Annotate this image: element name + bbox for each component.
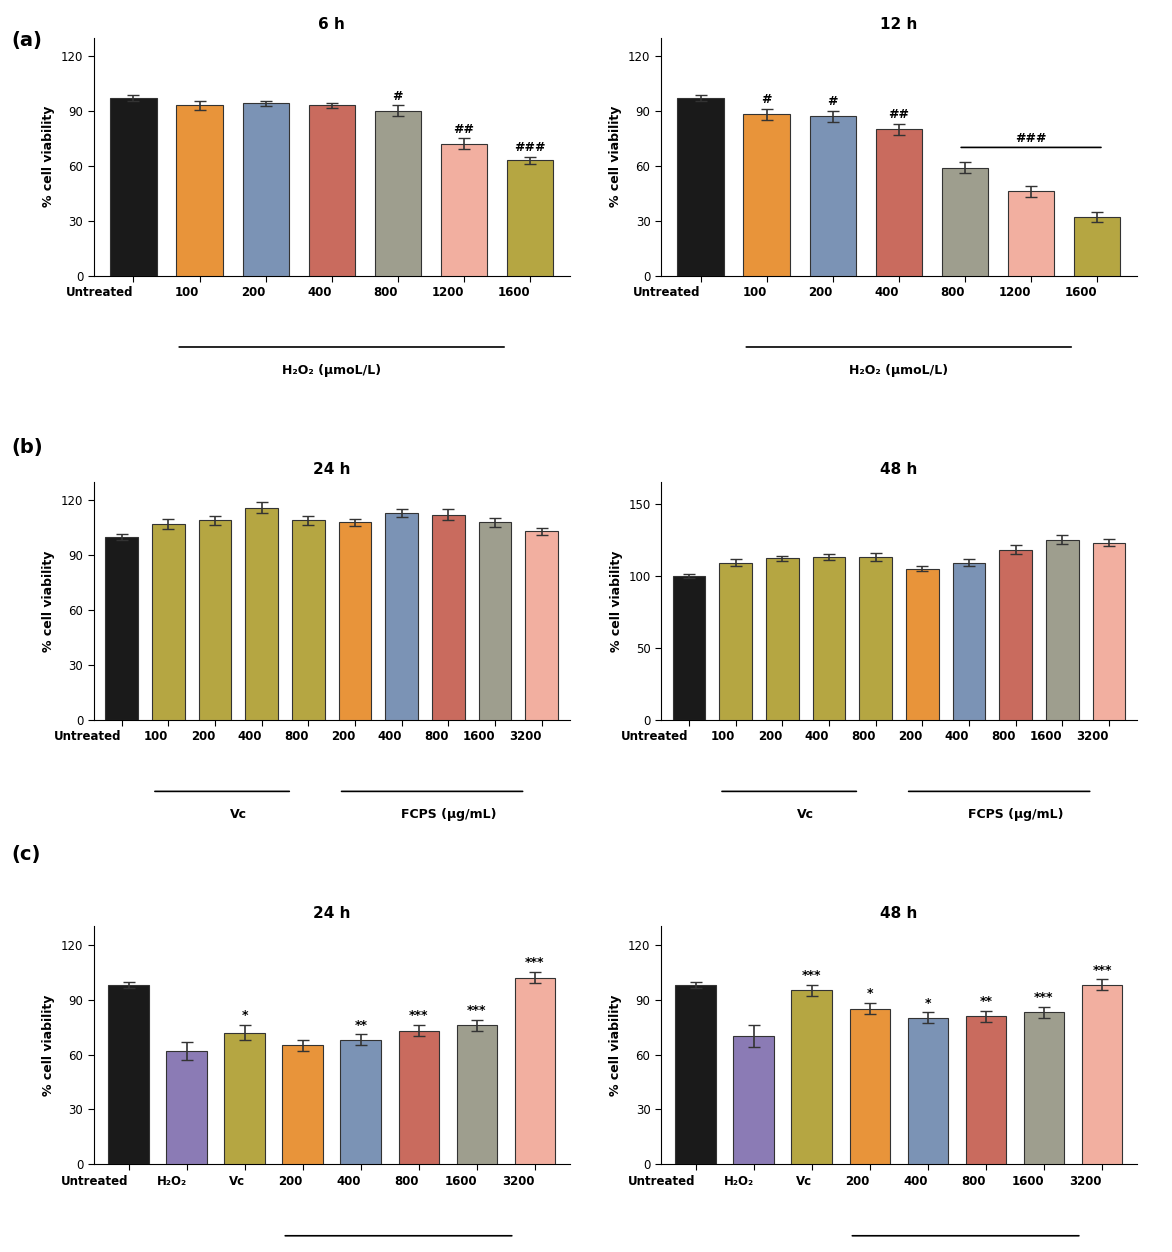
Bar — [812, 557, 845, 720]
Bar — [166, 1050, 207, 1164]
Bar — [441, 144, 488, 275]
Bar — [907, 1018, 948, 1164]
Bar — [507, 160, 553, 275]
Bar — [850, 1009, 891, 1164]
Text: Vc: Vc — [797, 808, 815, 821]
Bar — [245, 507, 278, 720]
Title: 24 h: 24 h — [313, 906, 350, 921]
Text: ***: *** — [409, 1009, 429, 1023]
Y-axis label: % cell viability: % cell viability — [609, 994, 622, 1096]
Text: ***: *** — [468, 1004, 486, 1017]
Bar — [340, 1040, 381, 1164]
Y-axis label: % cell viability: % cell viability — [42, 551, 55, 651]
Bar — [224, 1033, 265, 1164]
Bar — [953, 562, 986, 720]
Text: **: ** — [980, 995, 993, 1008]
Text: ###: ### — [515, 140, 546, 154]
Bar — [386, 513, 418, 720]
Bar — [199, 521, 231, 720]
Text: FCPS (μg/mL): FCPS (μg/mL) — [968, 808, 1063, 821]
Text: Vc: Vc — [230, 808, 247, 821]
Bar — [743, 114, 790, 275]
Text: H₂O₂ (μmoL/L): H₂O₂ (μmoL/L) — [850, 363, 948, 377]
Bar — [478, 522, 511, 720]
Bar — [282, 1045, 323, 1164]
Bar — [177, 105, 223, 275]
Bar — [675, 985, 716, 1164]
Text: ***: *** — [1092, 964, 1112, 977]
Title: 48 h: 48 h — [880, 462, 918, 477]
Text: ***: *** — [1034, 992, 1054, 1004]
Y-axis label: % cell viability: % cell viability — [42, 106, 55, 208]
Bar — [1092, 542, 1125, 720]
Bar — [734, 1037, 774, 1164]
Bar — [525, 531, 558, 720]
Text: ***: *** — [525, 957, 545, 969]
Text: (c): (c) — [12, 845, 41, 864]
Text: ###: ### — [1015, 131, 1047, 145]
Text: ##: ## — [454, 123, 475, 135]
Text: #: # — [827, 95, 838, 108]
Title: 48 h: 48 h — [880, 906, 918, 921]
Text: *: * — [241, 1009, 248, 1023]
Bar — [398, 1030, 440, 1164]
Bar — [720, 562, 752, 720]
Bar — [292, 521, 325, 720]
Bar — [1008, 192, 1054, 275]
Y-axis label: % cell viability: % cell viability — [609, 551, 622, 651]
Text: #: # — [393, 90, 403, 103]
Text: (a): (a) — [12, 31, 42, 50]
Bar — [243, 104, 288, 275]
Bar — [875, 129, 922, 275]
Title: 12 h: 12 h — [880, 18, 918, 33]
Bar — [152, 525, 185, 720]
Bar — [791, 990, 832, 1164]
Bar — [1023, 1013, 1064, 1164]
Bar — [375, 110, 421, 275]
Bar — [105, 537, 138, 720]
Bar — [1074, 217, 1120, 275]
Bar — [810, 116, 856, 275]
Bar — [859, 557, 892, 720]
Bar — [515, 978, 556, 1164]
Bar — [906, 568, 939, 720]
Text: ##: ## — [888, 108, 909, 121]
Y-axis label: % cell viability: % cell viability — [609, 106, 622, 208]
Bar — [1000, 550, 1031, 720]
Text: FCPS (μg/mL): FCPS (μg/mL) — [401, 808, 496, 821]
Bar — [108, 985, 149, 1164]
Bar — [765, 558, 798, 720]
Title: 6 h: 6 h — [319, 18, 346, 33]
Bar — [1082, 985, 1123, 1164]
Text: *: * — [925, 997, 931, 1009]
Bar — [432, 515, 465, 720]
Text: #: # — [762, 93, 772, 106]
Y-axis label: % cell viability: % cell viability — [42, 994, 55, 1096]
Bar — [339, 522, 372, 720]
Text: (b): (b) — [12, 438, 43, 457]
Bar — [1045, 540, 1078, 720]
Bar — [942, 168, 988, 275]
Bar — [673, 576, 706, 720]
Bar — [677, 98, 723, 275]
Bar — [308, 105, 355, 275]
Bar — [966, 1017, 1007, 1164]
Text: H₂O₂ (μmoL/L): H₂O₂ (μmoL/L) — [282, 363, 381, 377]
Text: ***: *** — [802, 969, 822, 982]
Text: *: * — [866, 988, 873, 1000]
Bar — [110, 98, 157, 275]
Bar — [457, 1025, 497, 1164]
Title: 24 h: 24 h — [313, 462, 350, 477]
Text: **: ** — [354, 1019, 367, 1032]
